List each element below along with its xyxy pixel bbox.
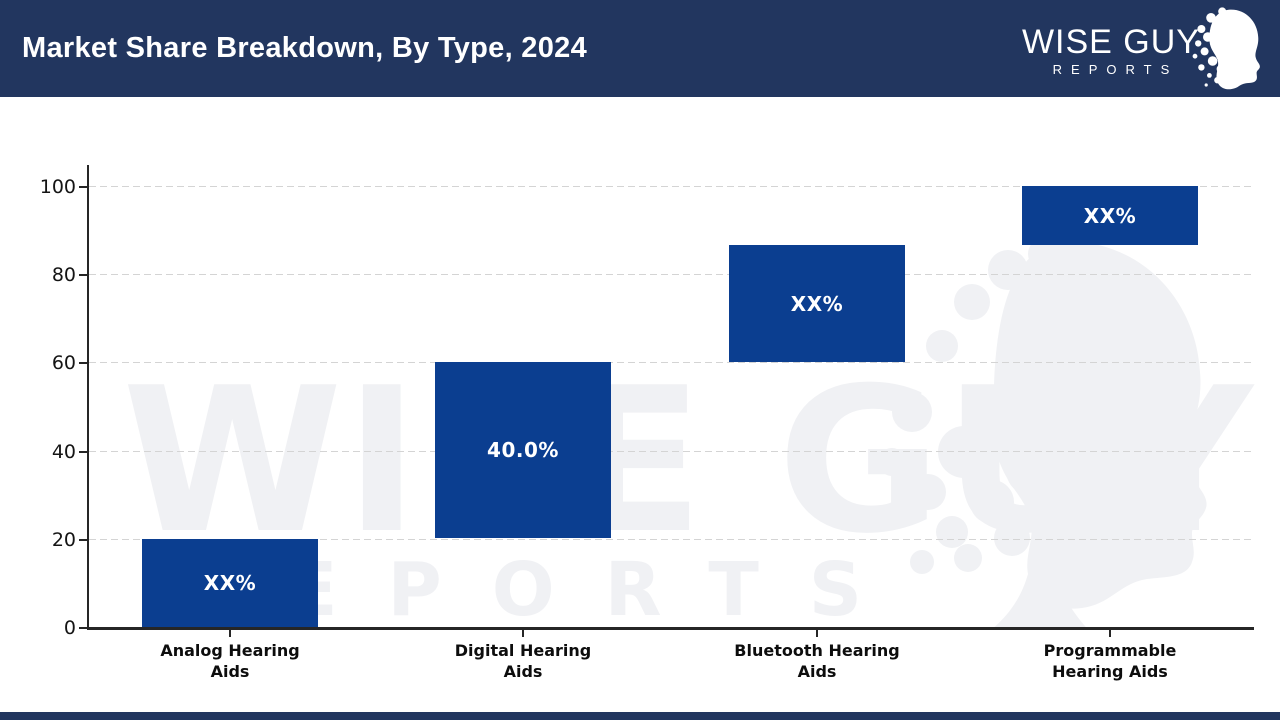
y-tick-mark [79,627,87,629]
y-tick-mark [79,274,87,276]
x-tick-label: Programmable Hearing Aids [1000,640,1220,682]
x-tick-label: Bluetooth Hearing Aids [707,640,927,682]
y-tick-label: 20 [51,529,76,551]
x-tick-label-line: Aids [503,662,543,681]
x-tick-label-line: Bluetooth Hearing [734,641,900,660]
x-tick-label: Analog Hearing Aids [120,640,340,682]
logo-text: WISE GUY REPORTS [1022,25,1200,77]
gridline [89,274,1254,276]
x-tick-mark [1109,630,1111,637]
bar-value-label: XX% [203,571,257,595]
y-axis [87,165,89,629]
y-tick-label: 100 [39,176,76,198]
bar: XX% [729,245,905,362]
gridline [89,362,1254,364]
logo-head-icon [1192,6,1260,89]
x-tick-label-line: Hearing Aids [1052,662,1168,681]
bar: 40.0% [435,362,611,538]
y-tick-mark [79,539,87,541]
logo-subtext: REPORTS [1052,61,1179,77]
bar: XX% [142,539,318,627]
x-tick-label-line: Aids [797,662,837,681]
x-tick-mark [816,630,818,637]
x-tick-label-line: Digital Hearing [454,641,592,660]
footer-bar [0,712,1280,720]
x-tick-label: Digital Hearing Aids [413,640,633,682]
x-tick-label-line: Aids [210,662,250,681]
x-axis [87,627,1254,630]
bar-value-label: 40.0% [487,438,559,462]
bar-value-label: XX% [790,291,844,316]
x-tick-mark [229,630,231,637]
y-tick-label: 80 [51,264,76,286]
y-tick-mark [79,451,87,453]
x-tick-label-line: Analog Hearing [160,641,300,660]
x-tick-label-line: Programmable [1043,641,1177,660]
y-tick-mark [79,362,87,364]
y-tick-mark [79,186,87,188]
page-title: Market Share Breakdown, By Type, 2024 [22,32,588,64]
x-tick-mark [522,630,524,637]
gridline [89,539,1254,541]
watermark-head-graphic [878,238,1207,628]
y-tick-label: 0 [63,617,76,639]
bar-value-label: XX% [1083,203,1137,228]
y-tick-label: 60 [51,352,76,374]
brand-logo: WISE GUY REPORTS [1022,5,1280,93]
logo-wordmark: WISE GUY [1021,22,1200,61]
header: Market Share Breakdown, By Type, 2024 WI… [0,0,1280,97]
gridline [89,451,1254,453]
bar: XX% [1022,186,1198,245]
gridline [89,186,1254,188]
y-tick-label: 40 [51,441,76,463]
